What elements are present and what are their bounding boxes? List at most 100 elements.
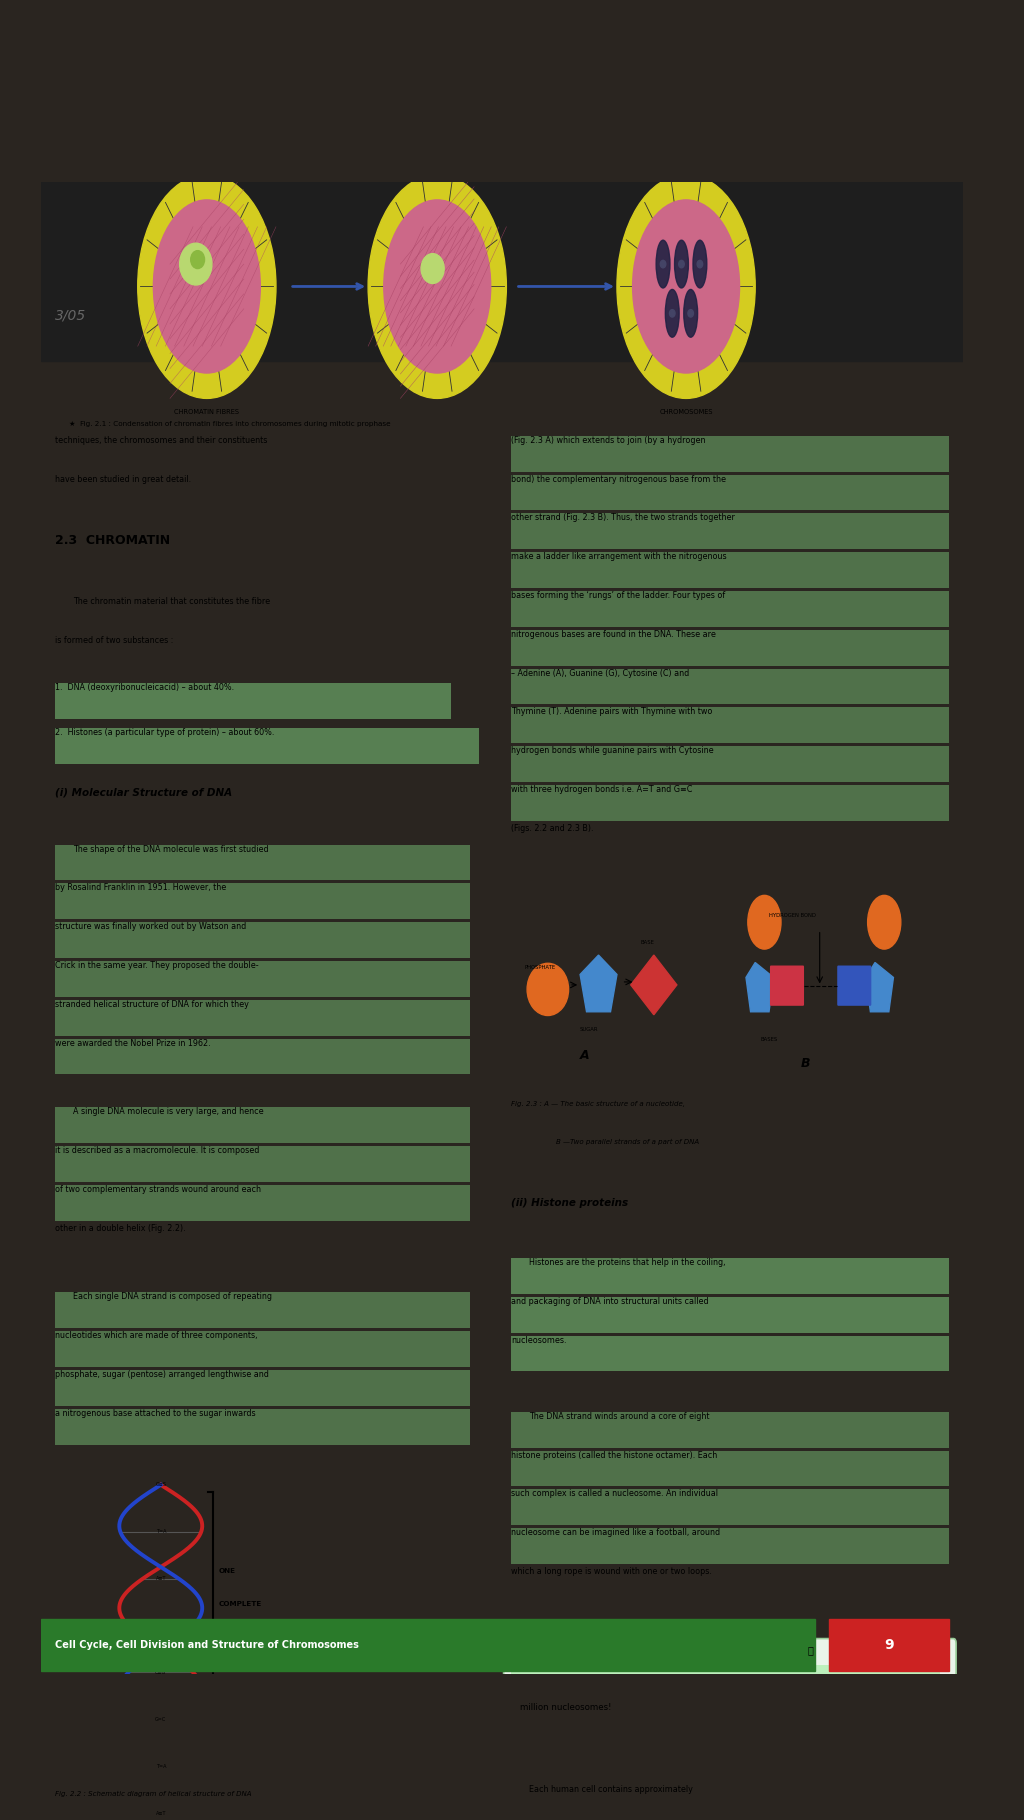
Text: BASES: BASES (761, 1037, 777, 1043)
Text: techniques, the chromosomes and their constituents: techniques, the chromosomes and their co… (55, 435, 267, 444)
FancyBboxPatch shape (511, 1336, 949, 1372)
Text: A single human chromosome may have about a: A single human chromosome may have about… (520, 1662, 727, 1671)
Polygon shape (866, 963, 894, 1012)
FancyBboxPatch shape (55, 1409, 469, 1445)
Text: it is described as a macromolecule. It is composed: it is described as a macromolecule. It i… (55, 1147, 259, 1156)
FancyBboxPatch shape (504, 1638, 956, 1753)
Polygon shape (581, 956, 617, 1012)
FancyBboxPatch shape (511, 746, 949, 783)
Text: A≡T: A≡T (156, 1576, 166, 1582)
Text: with three hydrogen bonds i.e. A=T and G≡C: with three hydrogen bonds i.e. A=T and G… (511, 784, 692, 794)
Text: A: A (580, 1048, 590, 1063)
Ellipse shape (697, 260, 702, 268)
Text: other strand (Fig. 2.3 B). Thus, the two strands together: other strand (Fig. 2.3 B). Thus, the two… (511, 513, 735, 522)
FancyBboxPatch shape (511, 668, 949, 704)
FancyBboxPatch shape (511, 630, 949, 666)
Text: DOUBLE
STRAND: DOUBLE STRAND (86, 1643, 112, 1654)
Text: and packaging of DNA into structural units called: and packaging of DNA into structural uni… (511, 1298, 709, 1305)
FancyBboxPatch shape (55, 1185, 469, 1221)
Ellipse shape (660, 260, 666, 268)
Ellipse shape (675, 240, 688, 288)
FancyBboxPatch shape (511, 1412, 949, 1447)
Text: B: B (801, 1057, 811, 1070)
Polygon shape (746, 963, 774, 1012)
Ellipse shape (688, 309, 693, 317)
FancyBboxPatch shape (511, 1529, 949, 1563)
FancyBboxPatch shape (838, 965, 871, 1006)
Circle shape (633, 200, 739, 373)
Text: were awarded the Nobel Prize in 1962.: were awarded the Nobel Prize in 1962. (55, 1039, 210, 1048)
Text: (i) Molecular Structure of DNA: (i) Molecular Structure of DNA (55, 788, 231, 797)
FancyBboxPatch shape (511, 1489, 949, 1525)
Bar (829, 1620, 949, 1671)
Ellipse shape (684, 289, 697, 337)
Text: a nitrogenous base attached to the sugar inwards: a nitrogenous base attached to the sugar… (55, 1409, 255, 1418)
Text: nucleosome can be imagined like a football, around: nucleosome can be imagined like a footba… (511, 1529, 720, 1538)
Text: other in a double helix (Fig. 2.2).: other in a double helix (Fig. 2.2). (55, 1223, 185, 1232)
Bar (41, 182, 963, 360)
FancyBboxPatch shape (55, 883, 469, 919)
Ellipse shape (190, 251, 205, 269)
Text: bond) the complementary nitrogenous base from the: bond) the complementary nitrogenous base… (511, 475, 726, 484)
Text: Each single DNA strand is composed of repeating: Each single DNA strand is composed of re… (74, 1292, 272, 1301)
Text: (Fig. 2.3 A) which extends to join (by a hydrogen: (Fig. 2.3 A) which extends to join (by a… (511, 435, 706, 444)
FancyBboxPatch shape (55, 999, 469, 1036)
Text: The DNA strand winds around a core of eight: The DNA strand winds around a core of ei… (529, 1412, 710, 1421)
Text: 1.  DNA (deoxyribonucleicacid) – about 40%.: 1. DNA (deoxyribonucleicacid) – about 40… (55, 684, 233, 692)
Text: Thymine (T). Adenine pairs with Thymine with two: Thymine (T). Adenine pairs with Thymine … (511, 708, 713, 717)
FancyBboxPatch shape (55, 844, 469, 881)
FancyBboxPatch shape (55, 923, 469, 957)
Text: nucleotides which are made of three components,: nucleotides which are made of three comp… (55, 1330, 257, 1340)
Text: G≡S: G≡S (156, 1481, 166, 1487)
Text: C=G: C=G (156, 1623, 166, 1629)
Ellipse shape (421, 253, 444, 284)
FancyBboxPatch shape (511, 475, 949, 510)
FancyBboxPatch shape (55, 1039, 469, 1074)
Text: have been studied in great detail.: have been studied in great detail. (55, 475, 190, 484)
Circle shape (867, 895, 901, 948)
FancyBboxPatch shape (55, 728, 479, 764)
FancyBboxPatch shape (55, 1370, 469, 1405)
FancyBboxPatch shape (55, 684, 451, 719)
FancyBboxPatch shape (511, 1258, 949, 1294)
Ellipse shape (666, 289, 679, 337)
FancyBboxPatch shape (511, 513, 949, 550)
FancyBboxPatch shape (511, 1451, 949, 1487)
FancyBboxPatch shape (511, 1665, 940, 1704)
FancyBboxPatch shape (55, 1107, 469, 1143)
FancyBboxPatch shape (511, 551, 949, 588)
Text: T=A: T=A (156, 1529, 166, 1534)
FancyBboxPatch shape (511, 435, 949, 471)
Ellipse shape (527, 963, 568, 1016)
FancyBboxPatch shape (511, 1298, 949, 1332)
Text: ONE: ONE (219, 1567, 236, 1574)
Text: SUGAR: SUGAR (580, 1026, 599, 1032)
Circle shape (369, 175, 507, 399)
Text: bases forming the ‘rungs’ of the ladder. Four types of: bases forming the ‘rungs’ of the ladder.… (511, 592, 725, 601)
Text: (Figs. 2.2 and 2.3 B).: (Figs. 2.2 and 2.3 B). (511, 824, 594, 834)
Circle shape (384, 200, 490, 373)
Text: 2.  Histones (a particular type of protein) – about 60%.: 2. Histones (a particular type of protei… (55, 728, 274, 737)
Ellipse shape (656, 240, 670, 288)
Text: A single DNA molecule is very large, and hence: A single DNA molecule is very large, and… (74, 1107, 264, 1116)
Text: T=A: T=A (156, 1764, 166, 1769)
Text: CHROMATIN FIBRES: CHROMATIN FIBRES (174, 410, 240, 415)
Circle shape (154, 200, 260, 373)
FancyBboxPatch shape (511, 784, 949, 821)
Text: BASE: BASE (640, 939, 654, 945)
Text: make a ladder like arrangement with the nitrogenous: make a ladder like arrangement with the … (511, 551, 727, 561)
FancyBboxPatch shape (511, 592, 949, 626)
Text: PHOSPHATE: PHOSPHATE (525, 965, 556, 970)
FancyBboxPatch shape (55, 1147, 469, 1181)
Text: The shape of the DNA molecule was first studied: The shape of the DNA molecule was first … (74, 844, 269, 854)
Text: structure was finally worked out by Watson and: structure was finally worked out by Wats… (55, 923, 246, 932)
Text: which a long rope is wound with one or two loops.: which a long rope is wound with one or t… (511, 1567, 712, 1576)
Text: nucleosomes.: nucleosomes. (511, 1336, 566, 1345)
Text: CHROMOSOMES: CHROMOSOMES (659, 410, 713, 415)
Text: – Adenine (A), Guanine (G), Cytosine (C) and: – Adenine (A), Guanine (G), Cytosine (C)… (511, 668, 689, 677)
Text: stranded helical structure of DNA for which they: stranded helical structure of DNA for wh… (55, 999, 249, 1008)
Text: nitrogenous bases are found in the DNA. These are: nitrogenous bases are found in the DNA. … (511, 630, 716, 639)
Text: A≡T: A≡T (156, 1811, 166, 1816)
Text: Fig. 2.3 : A — The basic structure of a nucleotide,: Fig. 2.3 : A — The basic structure of a … (511, 1101, 685, 1107)
Text: G=C: G=C (156, 1716, 166, 1722)
